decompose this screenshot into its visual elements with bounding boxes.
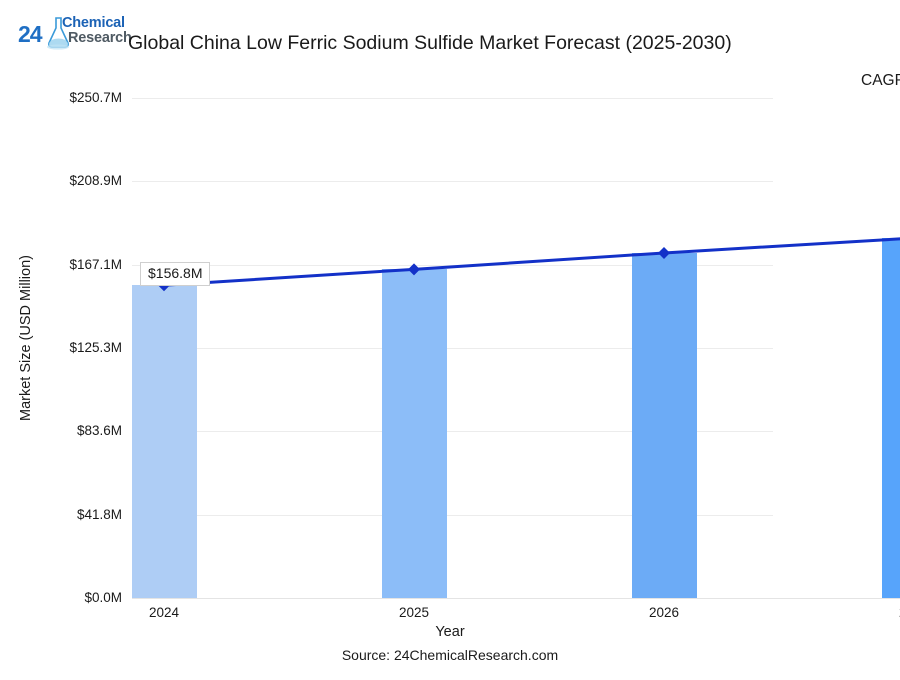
chart-title: Global China Low Ferric Sodium Sulfide M… bbox=[128, 32, 732, 54]
gridline bbox=[132, 514, 773, 516]
cagr-marker-2026[interactable] bbox=[658, 246, 670, 259]
cagr-marker-2025[interactable] bbox=[408, 263, 420, 276]
y-tick-label: $83.6M bbox=[76, 423, 122, 439]
y-tick-label: $250.7M bbox=[69, 90, 122, 105]
y-tick-label: $167.1M bbox=[69, 256, 122, 272]
tooltip-value: $156.8M bbox=[148, 265, 203, 281]
bar-2027[interactable] bbox=[881, 238, 900, 598]
x-tick-label-2025: 2025 bbox=[398, 605, 430, 620]
flask-icon bbox=[47, 17, 69, 50]
data-label-tooltip: $156.8M bbox=[140, 262, 211, 286]
plot-area bbox=[131, 98, 900, 599]
logo-word-research: Research bbox=[68, 30, 132, 46]
gridline bbox=[132, 431, 773, 433]
site-logo: 24 Chemical Research bbox=[18, 12, 132, 56]
source-note: Source: 24ChemicalResearch.com bbox=[341, 647, 559, 663]
legend-cagr-label: CAGR bbox=[861, 72, 900, 89]
x-tick-label-2027: 2027 bbox=[874, 605, 900, 620]
x-tick-label-2026: 2026 bbox=[648, 605, 680, 620]
logo-word-chemical: Chemical bbox=[62, 15, 125, 31]
cagr-line-path bbox=[163, 237, 900, 287]
cagr-line-series bbox=[158, 237, 900, 292]
bar-2025[interactable] bbox=[381, 269, 447, 598]
gridline bbox=[132, 348, 773, 350]
y-axis-tick-labels: $0.0M $41.8M $83.6M $125.3M $167.1M $208.9M $2… bbox=[0, 90, 122, 605]
y-tick-label: $125.3M bbox=[69, 340, 122, 356]
gridline bbox=[132, 181, 773, 183]
gridline bbox=[132, 98, 773, 99]
y-tick-label: $41.8M bbox=[76, 506, 122, 522]
bar-2026[interactable] bbox=[631, 252, 697, 598]
x-tick-label-2024: 2024 bbox=[148, 605, 180, 620]
y-tick-label: $208.9M bbox=[69, 173, 122, 189]
logo-number: 24 bbox=[18, 21, 43, 47]
bar-2024[interactable] bbox=[131, 285, 197, 598]
x-axis-title: Year bbox=[435, 624, 465, 640]
y-tick-label: $0.0M bbox=[84, 590, 122, 605]
x-axis-baseline bbox=[132, 598, 900, 599]
gridline bbox=[132, 264, 773, 266]
